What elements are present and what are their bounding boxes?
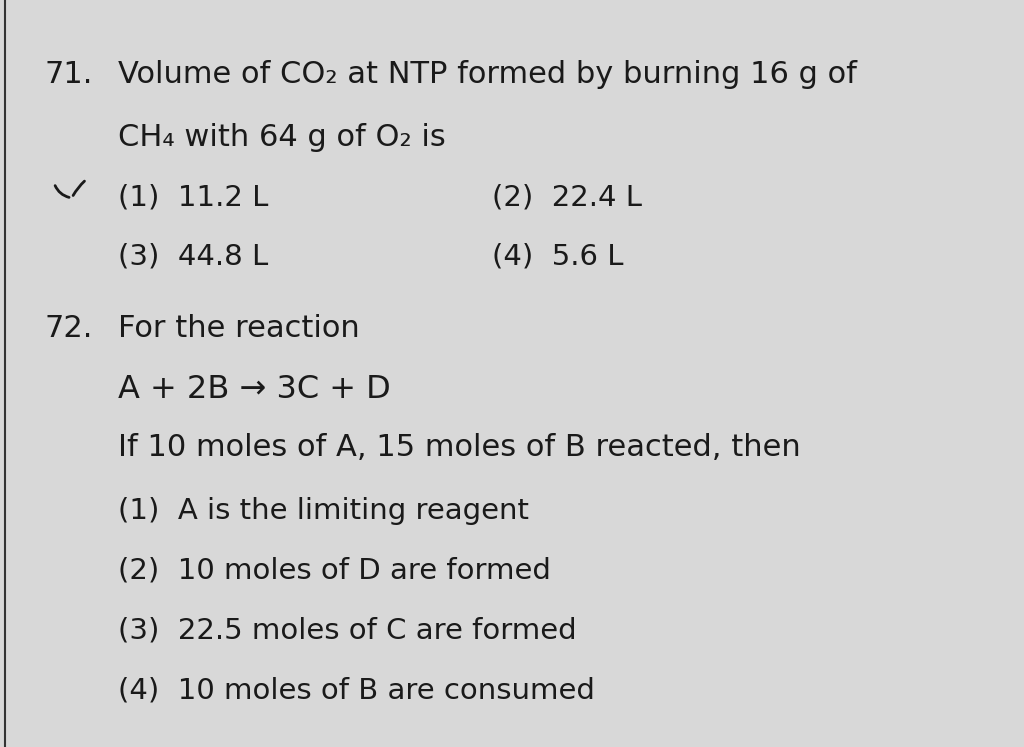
Text: (2)  10 moles of D are formed: (2) 10 moles of D are formed bbox=[118, 557, 551, 584]
Text: A + 2B → 3C + D: A + 2B → 3C + D bbox=[118, 374, 391, 404]
Text: (1)  11.2 L: (1) 11.2 L bbox=[118, 183, 268, 211]
Text: (2)  22.4 L: (2) 22.4 L bbox=[492, 183, 642, 211]
Text: 71.: 71. bbox=[44, 60, 92, 89]
Text: 72.: 72. bbox=[44, 314, 92, 343]
Text: (1)  A is the limiting reagent: (1) A is the limiting reagent bbox=[118, 497, 529, 524]
Text: (4)  10 moles of B are consumed: (4) 10 moles of B are consumed bbox=[118, 676, 595, 704]
Text: CH₄ with 64 g of O₂ is: CH₄ with 64 g of O₂ is bbox=[118, 123, 445, 152]
Text: (3)  44.8 L: (3) 44.8 L bbox=[118, 243, 268, 270]
Text: (3)  22.5 moles of C are formed: (3) 22.5 moles of C are formed bbox=[118, 616, 577, 644]
Text: If 10 moles of A, 15 moles of B reacted, then: If 10 moles of A, 15 moles of B reacted,… bbox=[118, 433, 801, 462]
Text: Volume of CO₂ at NTP formed by burning 16 g of: Volume of CO₂ at NTP formed by burning 1… bbox=[118, 60, 857, 89]
Text: For the reaction: For the reaction bbox=[118, 314, 359, 343]
Text: (4)  5.6 L: (4) 5.6 L bbox=[492, 243, 624, 270]
